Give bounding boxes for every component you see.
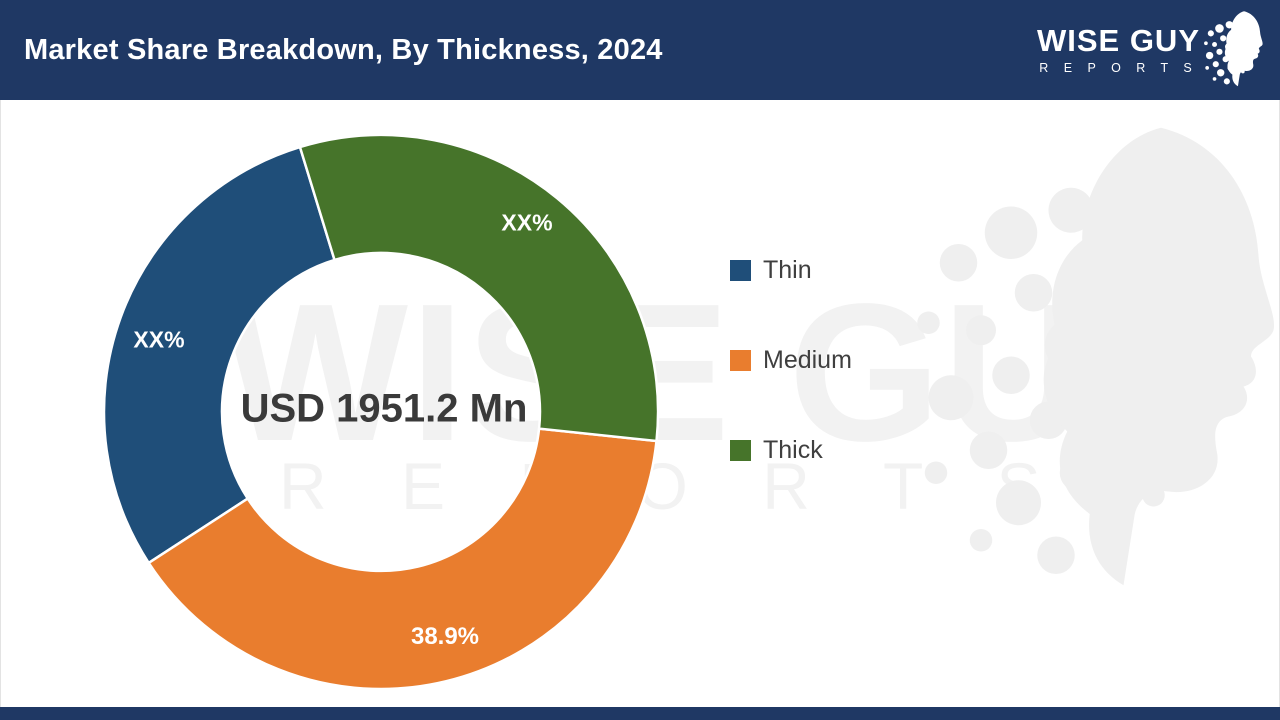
watermark-subtext: R E P O R T S xyxy=(279,449,1069,523)
legend-label-thin: Thin xyxy=(763,256,812,284)
slice-label-medium: 38.9% xyxy=(410,623,480,650)
legend-swatch-medium xyxy=(730,349,751,371)
donut-segment-medium xyxy=(146,427,658,691)
legend-swatch-thick xyxy=(730,439,751,461)
donut-segment-thick xyxy=(298,133,660,443)
legend-label-medium: Medium xyxy=(763,346,852,374)
footer-bar xyxy=(0,707,1280,720)
donut-segment-thin xyxy=(102,145,337,565)
chart-area: WISE GUY R E P O R T S XX% 38.9% XX% USD… xyxy=(0,100,1280,707)
brand-logo: WISE GUY R E P O R T S xyxy=(1037,10,1280,90)
face-profile-icon xyxy=(1204,11,1263,87)
donut-center-value: USD 1951.2 Mn xyxy=(240,386,528,431)
slice-label-thin: XX% xyxy=(133,326,185,353)
legend-swatch-thin xyxy=(730,259,751,281)
legend-label-thick: Thick xyxy=(763,436,823,464)
watermark-face-icon xyxy=(917,127,1275,586)
donut-chart xyxy=(102,133,660,691)
brand-logo-text: WISE GUY R E P O R T S xyxy=(1037,25,1200,75)
header-bar: Market Share Breakdown, By Thickness, 20… xyxy=(0,0,1280,100)
legend-item-thick: Thick xyxy=(730,436,852,464)
legend-item-thin: Thin xyxy=(730,256,852,284)
chart-legend: Thin Medium Thick xyxy=(730,256,852,464)
brand-name: WISE GUY xyxy=(1036,23,1200,59)
legend-item-medium: Medium xyxy=(730,346,852,374)
page-title: Market Share Breakdown, By Thickness, 20… xyxy=(24,33,663,66)
slice-label-thick: XX% xyxy=(501,209,553,236)
brand-subname: R E P O R T S xyxy=(1039,60,1198,75)
